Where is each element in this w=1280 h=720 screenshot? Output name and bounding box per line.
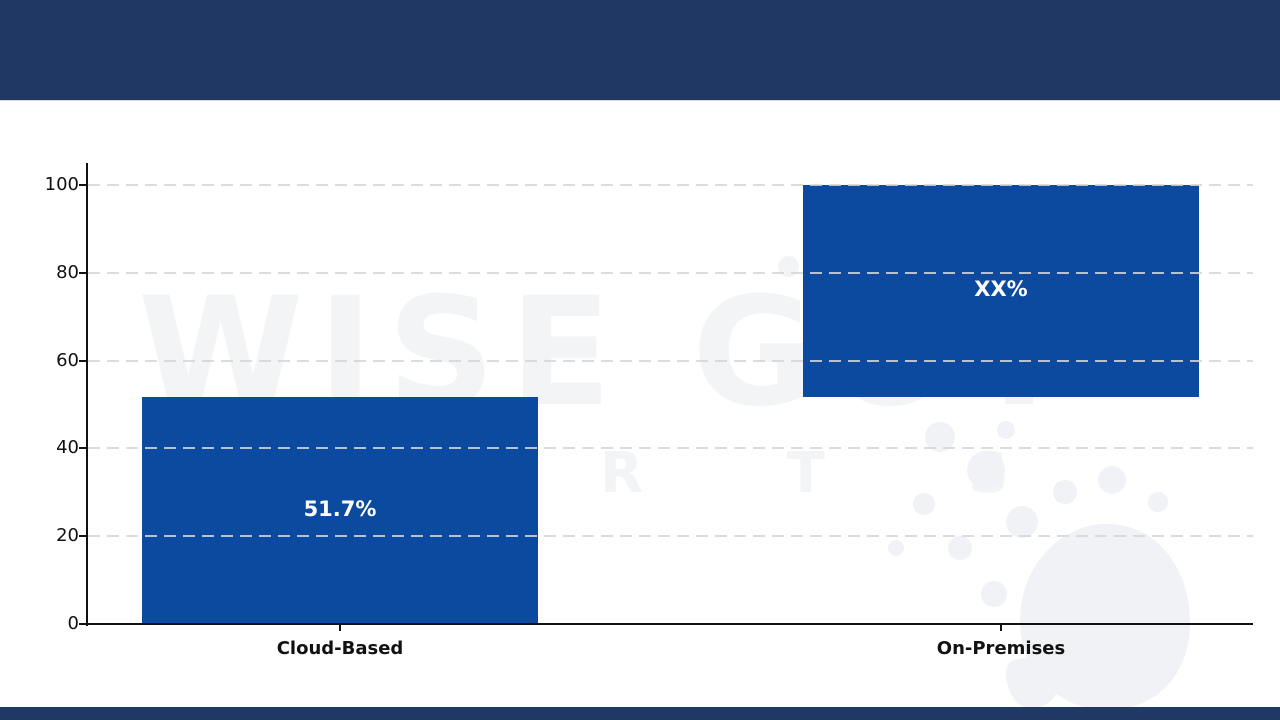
x-axis-category-label: On-Premises [936, 638, 1066, 659]
x-axis-tick-mark [1000, 625, 1002, 631]
y-axis-tick-label: 80 [56, 261, 79, 283]
y-axis-tick-label: 100 [44, 174, 79, 195]
watermark-head-icon [888, 421, 1190, 711]
x-axis-line [86, 623, 1253, 625]
y-axis-line [86, 163, 88, 626]
gridline-y20 [88, 535, 1253, 538]
gridline-y100 [88, 184, 1253, 186]
y-axis-tick-mark [79, 535, 86, 538]
bar-value-label: 51.7% [303, 496, 377, 521]
gridline-y40 [88, 447, 1253, 450]
header-banner [0, 0, 1280, 100]
y-axis-tick-label: 60 [56, 349, 79, 371]
y-axis-tick-mark [79, 447, 86, 450]
bar-cloud-based [142, 397, 538, 624]
footer-banner [0, 707, 1280, 720]
y-axis-tick-mark [79, 271, 86, 274]
y-axis-tick-label: 40 [56, 437, 79, 459]
watermark-dot [778, 256, 799, 277]
y-axis-tick-mark [79, 623, 86, 625]
y-axis-tick-label: 20 [56, 525, 79, 547]
x-axis-category-label: Cloud-Based [276, 638, 404, 659]
gridline-y60 [88, 359, 1253, 362]
y-axis-tick-mark [79, 184, 86, 186]
y-axis-tick-label: 0 [67, 613, 79, 634]
gridline-y80 [88, 271, 1253, 274]
x-axis-tick-mark [339, 625, 341, 631]
header-divider [0, 100, 1280, 101]
y-axis-tick-mark [79, 359, 86, 362]
watermark-subtitle: R T S [600, 441, 1071, 506]
bar-value-label: XX% [974, 277, 1028, 302]
bar-on-premises [803, 185, 1199, 398]
